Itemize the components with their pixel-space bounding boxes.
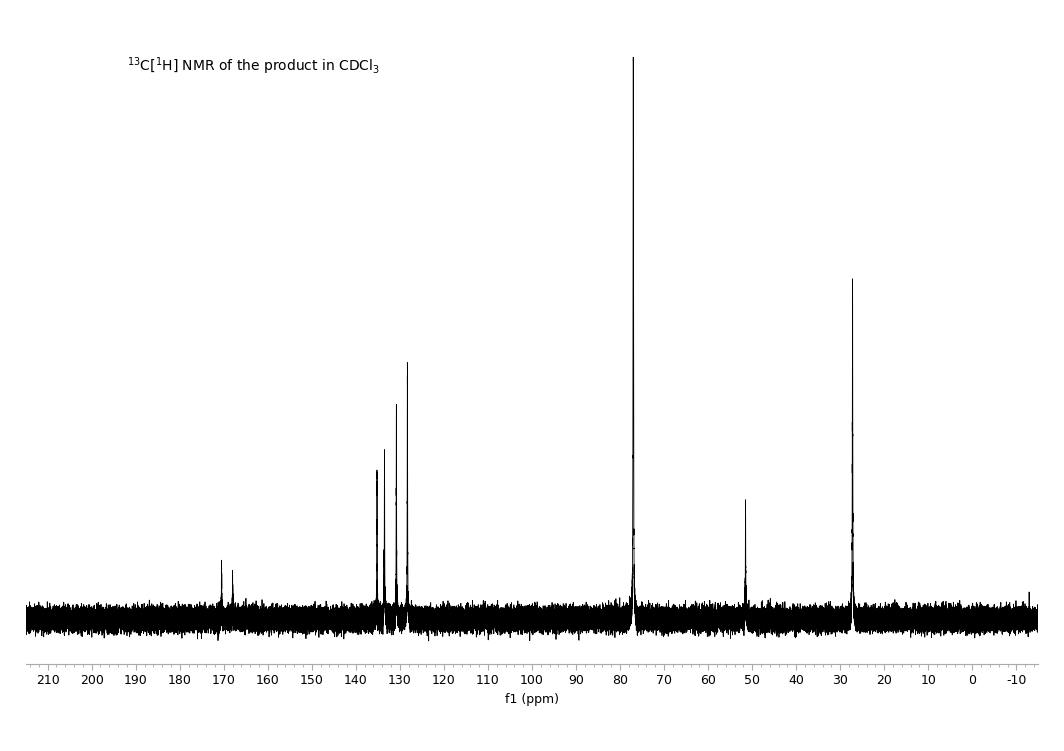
Text: $^{13}$C[$^{1}$H] NMR of the product in CDCl$_3$: $^{13}$C[$^{1}$H] NMR of the product in … [127,56,380,77]
X-axis label: f1 (ppm): f1 (ppm) [505,693,559,706]
